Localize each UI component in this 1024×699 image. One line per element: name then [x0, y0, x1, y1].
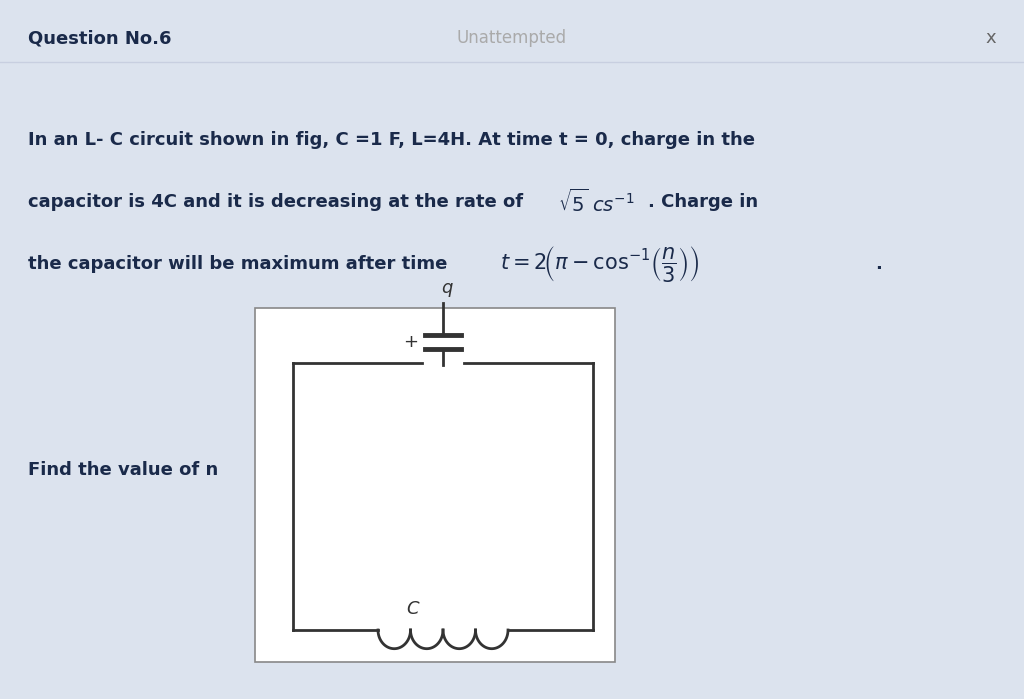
Text: In an L- C circuit shown in fig, C =1 F, L=4H. At time t = 0, charge in the: In an L- C circuit shown in fig, C =1 F,…: [28, 131, 755, 149]
Text: capacitor is 4C and it is decreasing at the rate of: capacitor is 4C and it is decreasing at …: [28, 193, 523, 211]
Text: Question No.6: Question No.6: [28, 29, 171, 47]
Text: Find the value of n: Find the value of n: [28, 461, 218, 479]
Text: .: .: [874, 255, 882, 273]
Text: $\sqrt{5}\;cs^{-1}$: $\sqrt{5}\;cs^{-1}$: [558, 188, 635, 215]
Text: +: +: [403, 333, 419, 351]
Text: the capacitor will be maximum after time: the capacitor will be maximum after time: [28, 255, 447, 273]
Text: C: C: [407, 600, 419, 618]
Text: . Charge in: . Charge in: [648, 193, 758, 211]
Text: x: x: [985, 29, 996, 47]
Text: Unattempted: Unattempted: [457, 29, 567, 47]
Text: q: q: [441, 279, 453, 297]
Bar: [255, 308, 615, 662]
Text: $t = 2\!\left(\pi - \cos^{-1}\!\left(\dfrac{n}{3}\right)\right)$: $t = 2\!\left(\pi - \cos^{-1}\!\left(\df…: [500, 244, 699, 284]
